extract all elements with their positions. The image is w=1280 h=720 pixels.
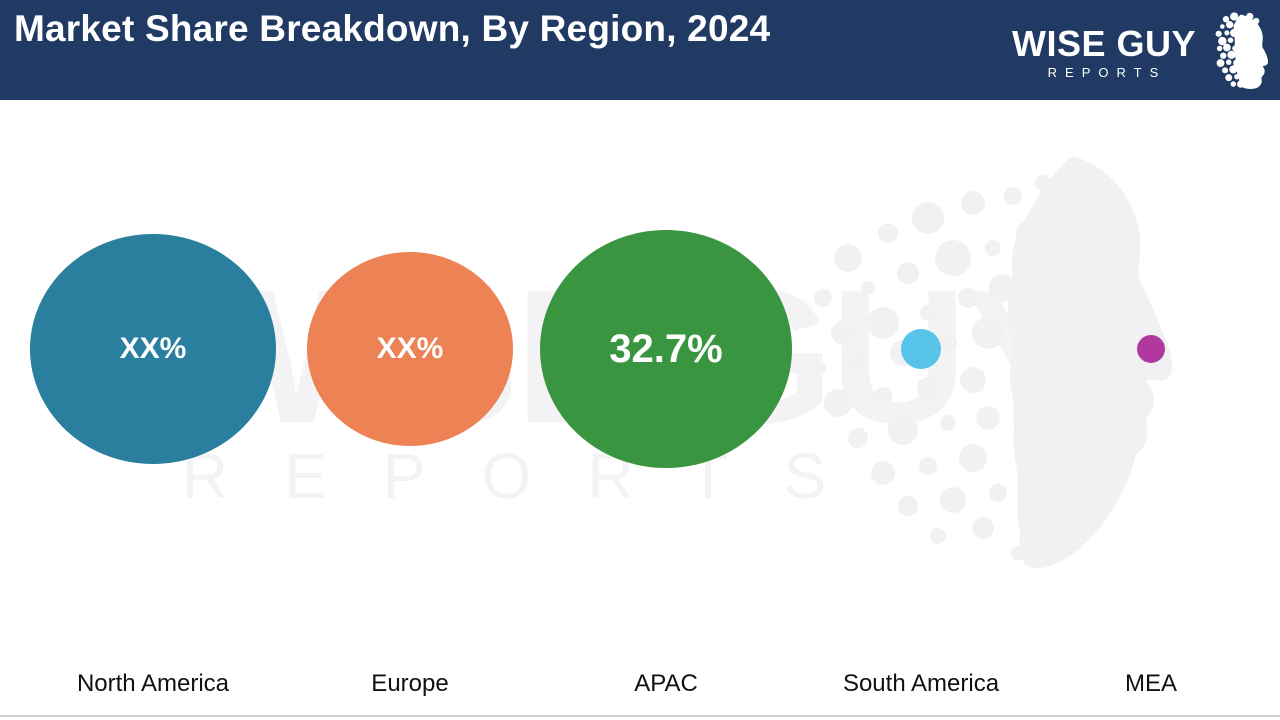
- bubble-apac: 32.7%: [540, 230, 792, 468]
- logo-head-icon: [1215, 12, 1268, 89]
- bubble-south-america: [901, 329, 941, 369]
- category-label-europe: Europe: [371, 670, 449, 697]
- category-label-apac: APAC: [634, 670, 698, 697]
- header-bar: Market Share Breakdown, By Region, 2024 …: [0, 0, 1280, 100]
- logo-wordmark: WISE GUY: [1011, 23, 1196, 64]
- bottom-divider: [0, 715, 1280, 717]
- category-label-north-america: North America: [76, 670, 230, 697]
- bubble-value-label: XX%: [119, 332, 187, 365]
- bubble-north-america: XX%: [30, 234, 276, 464]
- category-label-mea: MEA: [1124, 670, 1178, 697]
- category-label-south-america: South America: [842, 670, 1000, 697]
- brand-logo: WISE GUY REPORTS: [1012, 10, 1268, 96]
- page-title: Market Share Breakdown, By Region, 2024: [14, 8, 771, 49]
- bubble-value-label: 32.7%: [609, 326, 723, 371]
- bubble-value-label: XX%: [376, 332, 444, 365]
- brand-logo-text: WISE GUY REPORTS: [1011, 23, 1196, 81]
- logo-subtitle: REPORTS: [1047, 65, 1167, 80]
- bubble-europe: XX%: [307, 252, 513, 446]
- bubble-mea: [1137, 335, 1165, 363]
